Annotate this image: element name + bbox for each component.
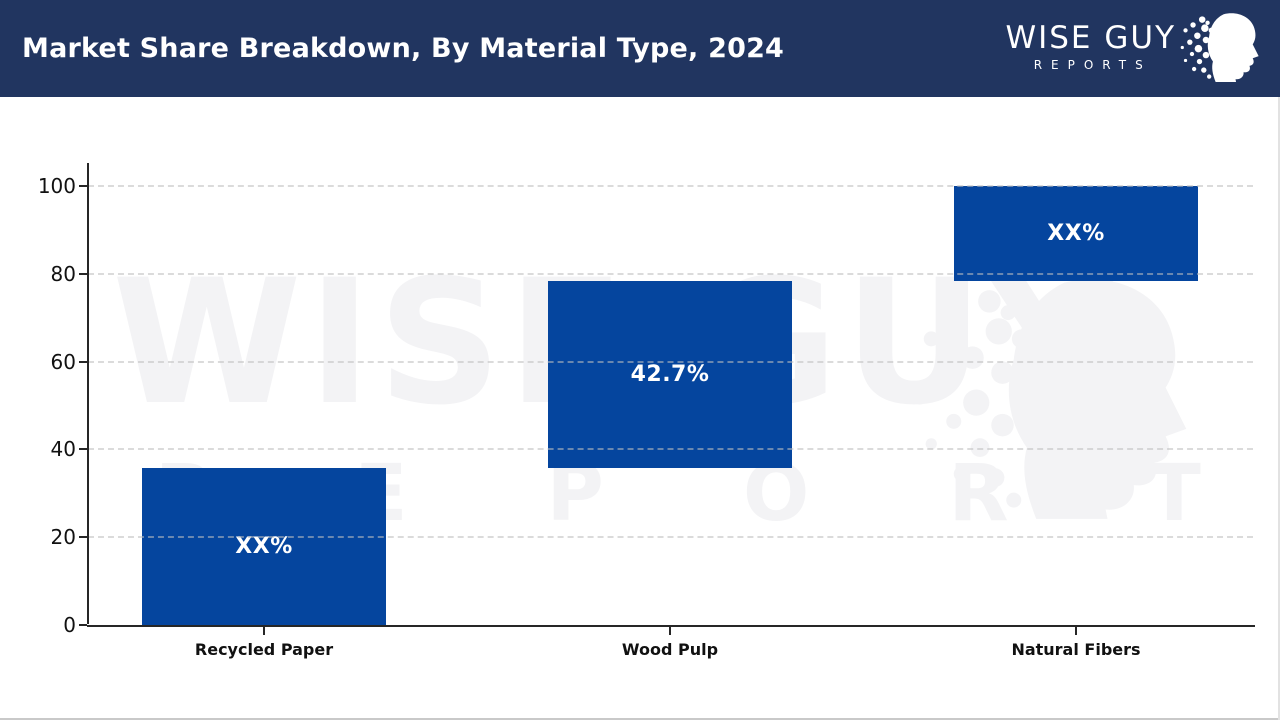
image-bottom-border [0, 718, 1280, 720]
gridline-40 [88, 448, 1253, 451]
x-axis-spine [87, 625, 1255, 627]
gridline-100 [88, 185, 1253, 187]
bar-value-label: 42.7% [630, 362, 710, 388]
y-axis-spine [87, 163, 89, 624]
bar-recycled-paper: XX% [142, 468, 386, 625]
chart-title: Market Share Breakdown, By Material Type… [22, 33, 785, 64]
y-tick-label-0: 0 [63, 613, 76, 637]
x-tick-mark-2 [669, 627, 671, 635]
x-category-label-recycled-paper: Recycled Paper [194, 640, 334, 659]
plot-area: WISE GUY R E P O R T S XX%42.7%XX% 02040… [0, 97, 1280, 720]
wiseguy-logo: WISE GUY REPORTS [1005, 8, 1264, 86]
gridline-20 [88, 536, 1253, 539]
x-tick-mark-1 [263, 627, 265, 635]
gridline-60 [88, 360, 1253, 363]
x-category-label-natural-fibers: Natural Fibers [1011, 640, 1141, 659]
y-tick-label-80: 80 [50, 261, 76, 286]
logo-text: WISE GUY REPORTS [1005, 22, 1176, 72]
y-tick-label-20: 20 [50, 525, 76, 550]
logo-head-icon [1180, 13, 1259, 82]
logo-wordmark: WISE GUY [1005, 20, 1176, 57]
x-tick-mark-3 [1075, 627, 1077, 635]
y-tick-label-60: 60 [50, 349, 76, 374]
y-tick-mark-40 [79, 448, 87, 451]
gridline-80 [88, 272, 1253, 275]
logo-subtitle: REPORTS [1033, 57, 1152, 72]
y-tick-mark-0 [79, 624, 87, 626]
bar-wood-pulp: 42.7% [548, 280, 792, 469]
image-right-border [1278, 97, 1280, 720]
y-tick-label-40: 40 [50, 437, 76, 462]
y-tick-label-100: 100 [37, 174, 76, 198]
bar-value-label: XX% [235, 534, 293, 560]
bar-natural-fibers: XX% [954, 186, 1198, 281]
y-tick-mark-20 [79, 536, 87, 539]
bar-value-label: XX% [1047, 220, 1105, 246]
y-tick-mark-60 [79, 360, 87, 363]
x-category-label-wood-pulp: Wood Pulp [621, 640, 719, 659]
y-tick-mark-80 [79, 272, 87, 275]
y-tick-mark-100 [79, 185, 87, 187]
header-band: Market Share Breakdown, By Material Type… [0, 0, 1280, 97]
